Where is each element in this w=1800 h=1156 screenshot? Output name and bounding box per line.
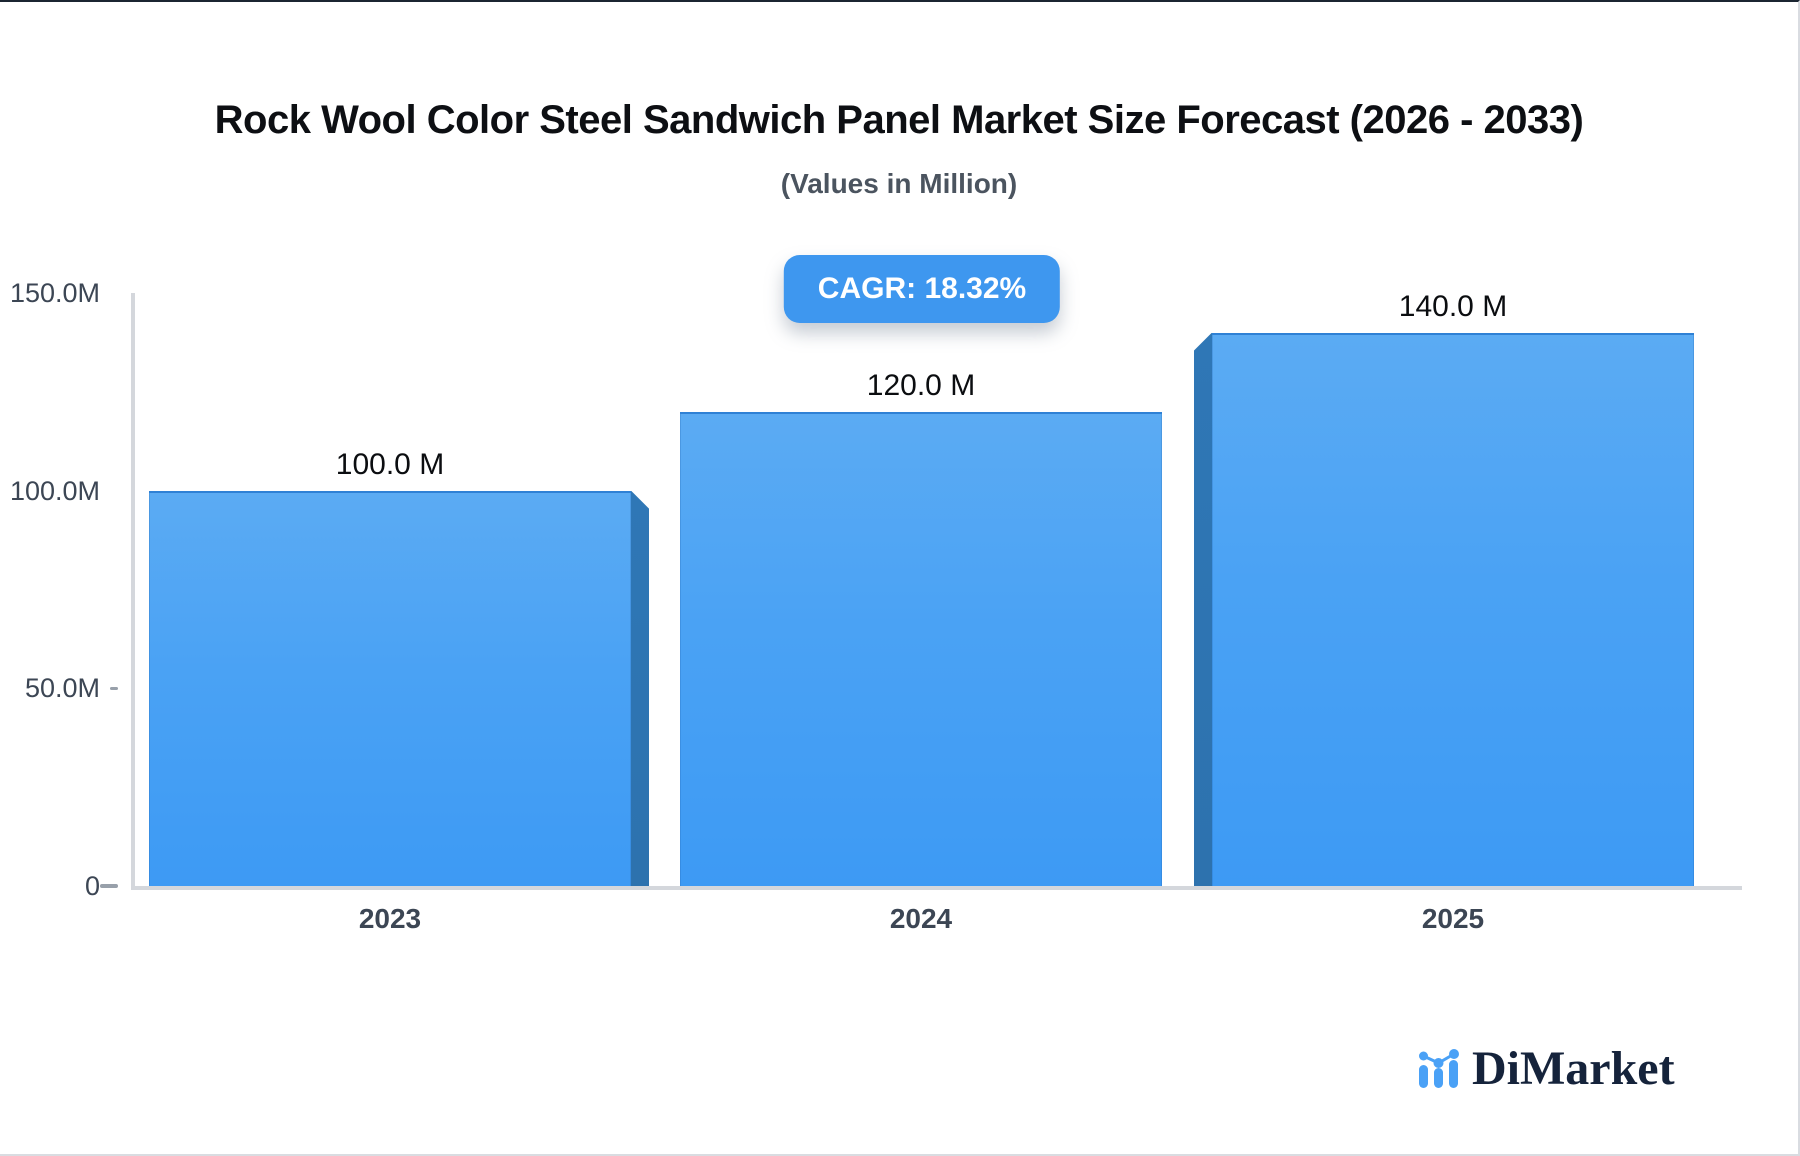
y-axis-tick-label: 150.0M <box>9 278 100 308</box>
page-title: Rock Wool Color Steel Sandwich Panel Mar… <box>214 98 1584 142</box>
bar-group: 100.0 M <box>149 448 649 886</box>
brand-logo: DiMarket <box>1418 1044 1675 1094</box>
bar-value-label: 140.0 M <box>1398 289 1508 323</box>
x-axis-line <box>131 886 1742 890</box>
bar <box>680 411 1162 886</box>
brand-name: DiMarket <box>1472 1042 1675 1095</box>
plot-area: 100.0 M 2023 120.0 M 2024 140.0 M 2025 <box>133 290 1742 934</box>
y-axis-tick-mark <box>100 884 118 888</box>
y-axis-line <box>131 293 135 888</box>
y-axis: 150.0M 100.0M 50.0M 0 <box>0 278 130 901</box>
x-axis-label: 2024 <box>889 903 953 934</box>
cagr-badge: CAGR: 18.32% <box>783 255 1061 323</box>
bar-group: 120.0 M <box>680 369 1162 886</box>
x-axis-label: 2023 <box>358 903 422 934</box>
bar-value-label: 120.0 M <box>866 368 976 402</box>
bar <box>1212 332 1694 886</box>
bar-side-face <box>631 490 649 886</box>
y-axis-tick-label: 50.0M <box>24 673 100 704</box>
bar-group: 140.0 M <box>1194 290 1694 886</box>
y-axis-tick-label: 0 <box>84 871 100 901</box>
bar-value-label: 100.0 M <box>335 447 445 481</box>
page-subtitle: (Values in Million) <box>780 168 1018 199</box>
y-axis-tick-mark <box>110 686 118 690</box>
bar <box>149 490 631 886</box>
bar-chart-logo-icon <box>1419 1049 1459 1088</box>
y-axis-tick-label: 100.0M <box>9 475 100 506</box>
x-axis-label: 2025 <box>1421 903 1485 934</box>
bar-side-face <box>1194 332 1212 886</box>
